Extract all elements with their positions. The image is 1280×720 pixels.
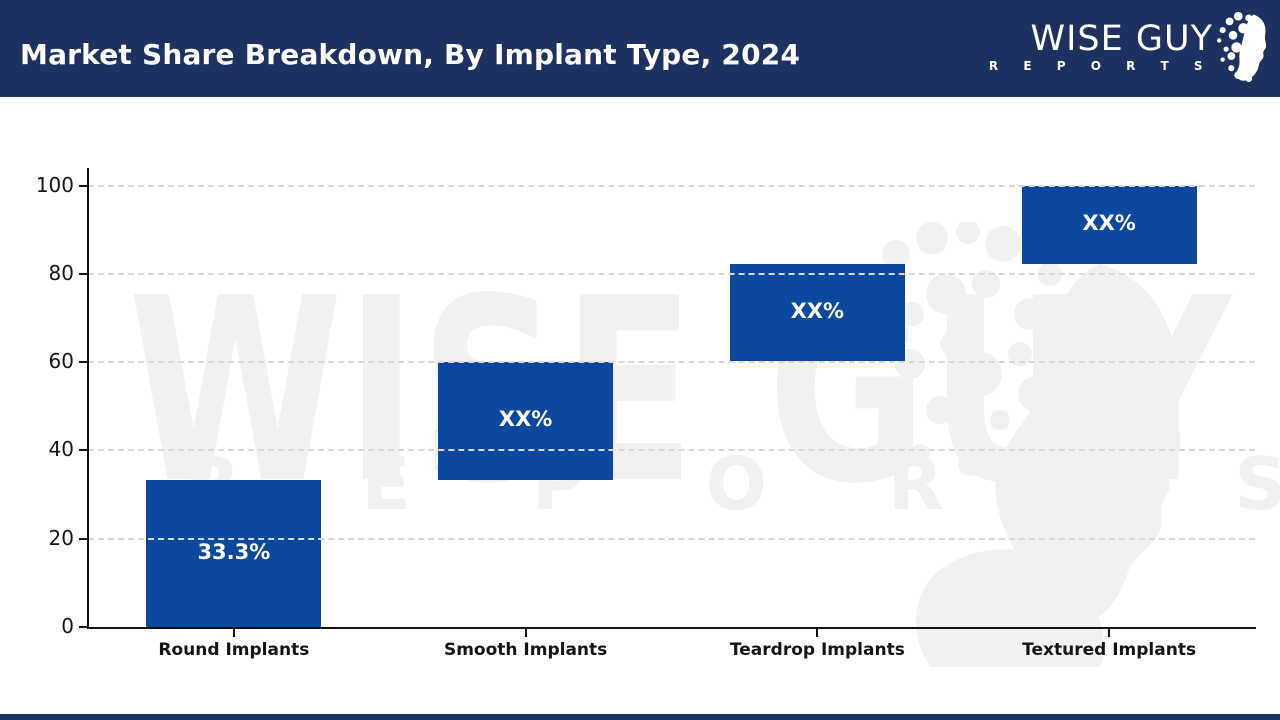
brand-name: WISE GUY xyxy=(1030,19,1213,59)
chart-title: Market Share Breakdown, By Implant Type,… xyxy=(20,38,801,71)
brand-subtitle: R E P O R T S xyxy=(988,59,1213,73)
bar-segment xyxy=(146,480,322,627)
footer-bar xyxy=(0,714,1280,720)
gridline xyxy=(88,272,1255,275)
brand-logo: WISE GUY R E P O R T S xyxy=(988,19,1213,74)
gridline xyxy=(88,361,1255,364)
y-axis-tick xyxy=(79,626,88,628)
bar-segment xyxy=(1021,185,1197,265)
x-axis-line xyxy=(87,627,1256,629)
x-axis-tick xyxy=(1108,629,1111,637)
bar-segment xyxy=(729,264,905,362)
x-tick-label: Textured Implants xyxy=(1022,640,1197,660)
y-axis-tick xyxy=(79,361,88,364)
gridline xyxy=(88,449,1255,452)
y-tick-label: 20 xyxy=(48,525,74,550)
y-axis-tick xyxy=(79,272,88,275)
y-axis-tick xyxy=(79,184,88,187)
x-axis-tick xyxy=(816,629,819,637)
y-tick-label: 100 xyxy=(35,172,74,197)
y-tick-label: 0 xyxy=(61,614,74,638)
gridline xyxy=(88,184,1255,187)
y-tick-label: 40 xyxy=(48,437,74,462)
x-axis-tick xyxy=(232,629,235,637)
face-profile-icon xyxy=(1217,11,1266,83)
gridline xyxy=(88,537,1255,540)
bar-value-label: XX% xyxy=(790,298,845,323)
x-axis-tick xyxy=(524,629,527,637)
header-bar: Market Share Breakdown, By Implant Type,… xyxy=(0,0,1280,97)
x-tick-label: Smooth Implants xyxy=(443,640,608,660)
y-axis-tick xyxy=(79,449,88,452)
bar-segment xyxy=(438,362,614,481)
bar-value-label: 33.3% xyxy=(197,539,271,564)
bar-value-label: XX% xyxy=(1082,210,1136,235)
y-tick-label: 60 xyxy=(48,349,74,374)
x-tick-label: Round Implants xyxy=(158,640,310,660)
y-axis-line xyxy=(87,168,89,629)
bar-value-label: XX% xyxy=(498,407,553,432)
y-tick-label: 80 xyxy=(48,260,74,285)
watermark-face-icon xyxy=(860,222,1181,667)
x-tick-label: Teardrop Implants xyxy=(729,640,905,660)
y-axis-tick xyxy=(79,537,88,540)
